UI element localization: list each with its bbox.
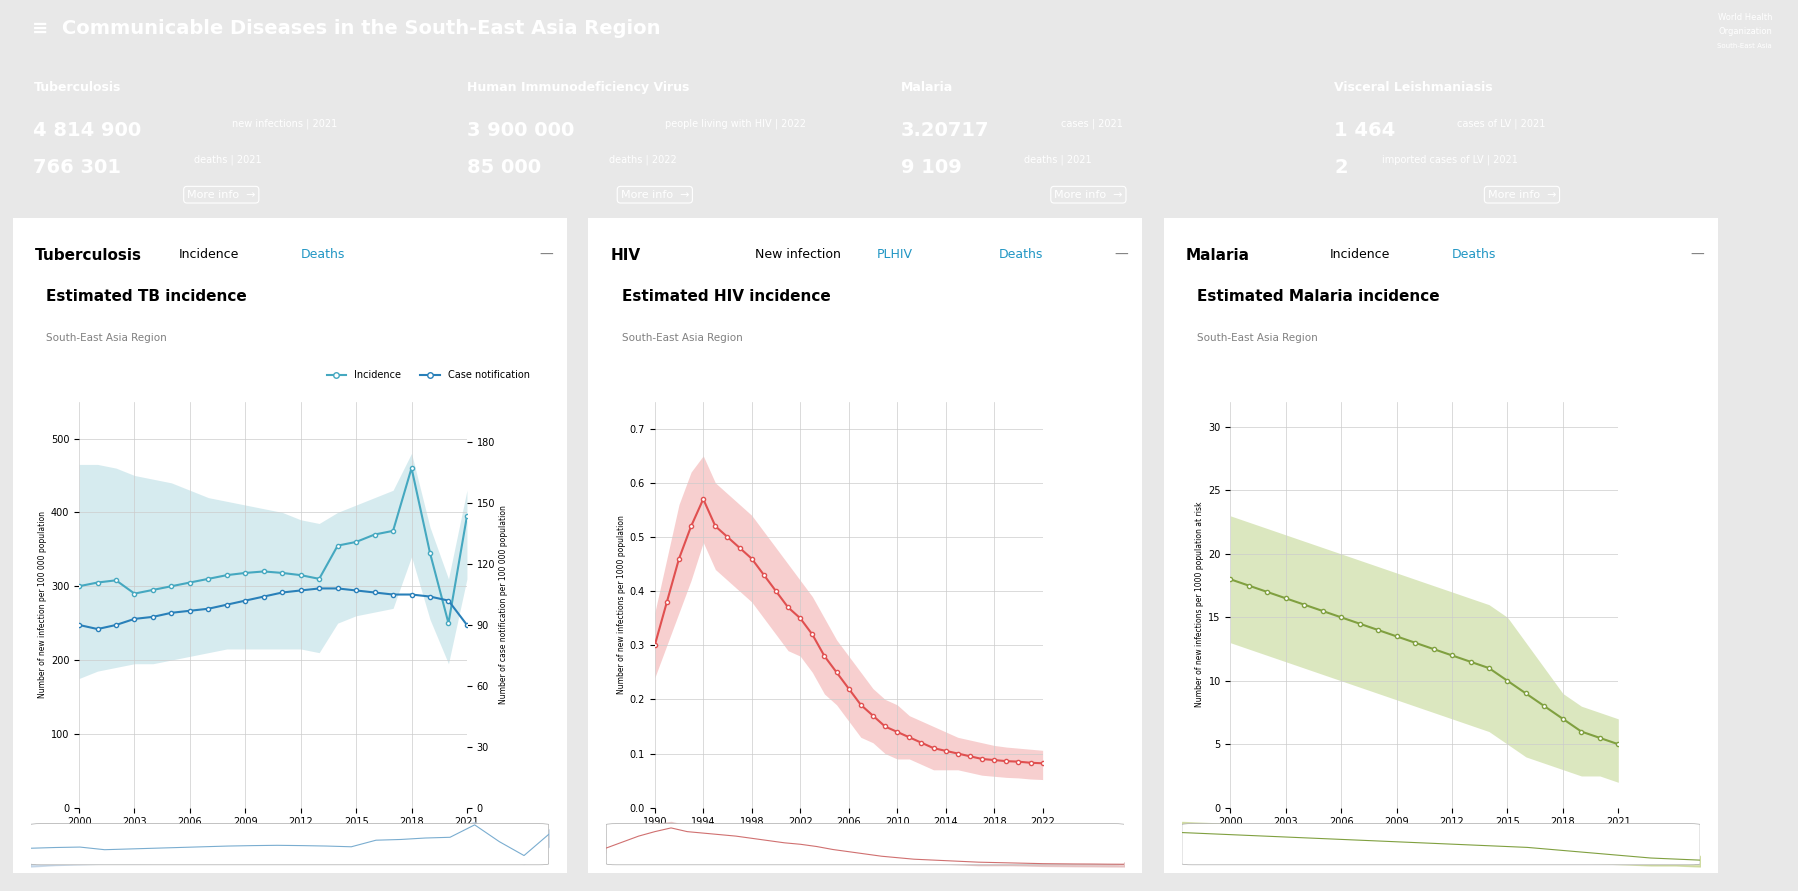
Text: deaths | 2022: deaths | 2022 xyxy=(608,155,676,166)
Text: Incidence: Incidence xyxy=(178,248,239,261)
Text: —: — xyxy=(539,248,552,262)
Text: Estimated Malaria incidence: Estimated Malaria incidence xyxy=(1197,290,1440,305)
Text: 1 464: 1 464 xyxy=(1334,121,1395,140)
Text: Organization: Organization xyxy=(1717,28,1771,37)
Text: South-East Asia Region: South-East Asia Region xyxy=(622,333,743,343)
Text: More info  →: More info → xyxy=(187,190,255,200)
Text: deaths | 2021: deaths | 2021 xyxy=(1023,155,1091,166)
Text: 4 814 900: 4 814 900 xyxy=(34,121,142,140)
FancyBboxPatch shape xyxy=(1181,823,1699,865)
Text: More info  →: More info → xyxy=(620,190,689,200)
Text: World Health: World Health xyxy=(1717,12,1771,22)
Text: More info  →: More info → xyxy=(1487,190,1555,200)
Y-axis label: Number of new infections per 1000 population: Number of new infections per 1000 popula… xyxy=(617,515,626,694)
Text: New infection: New infection xyxy=(753,248,840,261)
Text: cases | 2021: cases | 2021 xyxy=(1061,119,1122,128)
FancyBboxPatch shape xyxy=(31,823,548,865)
Text: Deaths: Deaths xyxy=(998,248,1043,261)
Text: More info  →: More info → xyxy=(1054,190,1122,200)
Text: South-East Asia: South-East Asia xyxy=(1717,44,1771,49)
Y-axis label: Number of case notification per 100 000 population: Number of case notification per 100 000 … xyxy=(500,505,509,704)
Text: Deaths: Deaths xyxy=(1451,248,1496,261)
Text: Tuberculosis: Tuberculosis xyxy=(34,248,142,263)
Text: South-East Asia Region: South-East Asia Region xyxy=(47,333,167,343)
FancyBboxPatch shape xyxy=(606,823,1124,865)
Y-axis label: Number of new infections per 1000 population at risk: Number of new infections per 1000 popula… xyxy=(1194,502,1203,707)
Legend: Incidence, Case notification: Incidence, Case notification xyxy=(322,366,534,384)
Text: —: — xyxy=(1690,248,1703,262)
Text: Malaria: Malaria xyxy=(901,81,953,94)
Text: ≡  Communicable Diseases in the South-East Asia Region: ≡ Communicable Diseases in the South-Eas… xyxy=(32,20,660,38)
Text: Incidence: Incidence xyxy=(1329,248,1390,261)
Text: 766 301: 766 301 xyxy=(34,158,122,177)
Text: 3.20717: 3.20717 xyxy=(901,121,989,140)
Text: PLHIV: PLHIV xyxy=(876,248,912,261)
Text: new infections | 2021: new infections | 2021 xyxy=(232,119,336,128)
Text: —: — xyxy=(1115,248,1127,262)
Text: imported cases of LV | 2021: imported cases of LV | 2021 xyxy=(1381,155,1518,166)
Text: Tuberculosis: Tuberculosis xyxy=(34,81,120,94)
Text: Estimated TB incidence: Estimated TB incidence xyxy=(47,290,246,305)
Text: cases of LV | 2021: cases of LV | 2021 xyxy=(1456,119,1544,128)
Text: Human Immunodeficiency Virus: Human Immunodeficiency Virus xyxy=(467,81,689,94)
Text: Deaths: Deaths xyxy=(300,248,345,261)
Text: Estimated HIV incidence: Estimated HIV incidence xyxy=(622,290,831,305)
Text: Malaria: Malaria xyxy=(1185,248,1250,263)
Y-axis label: Number of new infection per 100 000 population: Number of new infection per 100 000 popu… xyxy=(38,511,47,699)
Text: 85 000: 85 000 xyxy=(467,158,541,177)
Text: 2: 2 xyxy=(1334,158,1347,177)
Text: people living with HIV | 2022: people living with HIV | 2022 xyxy=(665,119,806,128)
Text: Visceral Leishmaniasis: Visceral Leishmaniasis xyxy=(1334,81,1492,94)
Text: 9 109: 9 109 xyxy=(901,158,960,177)
Text: deaths | 2021: deaths | 2021 xyxy=(194,155,263,166)
Text: HIV: HIV xyxy=(610,248,640,263)
Text: 3 900 000: 3 900 000 xyxy=(467,121,574,140)
Text: South-East Asia Region: South-East Asia Region xyxy=(1197,333,1318,343)
